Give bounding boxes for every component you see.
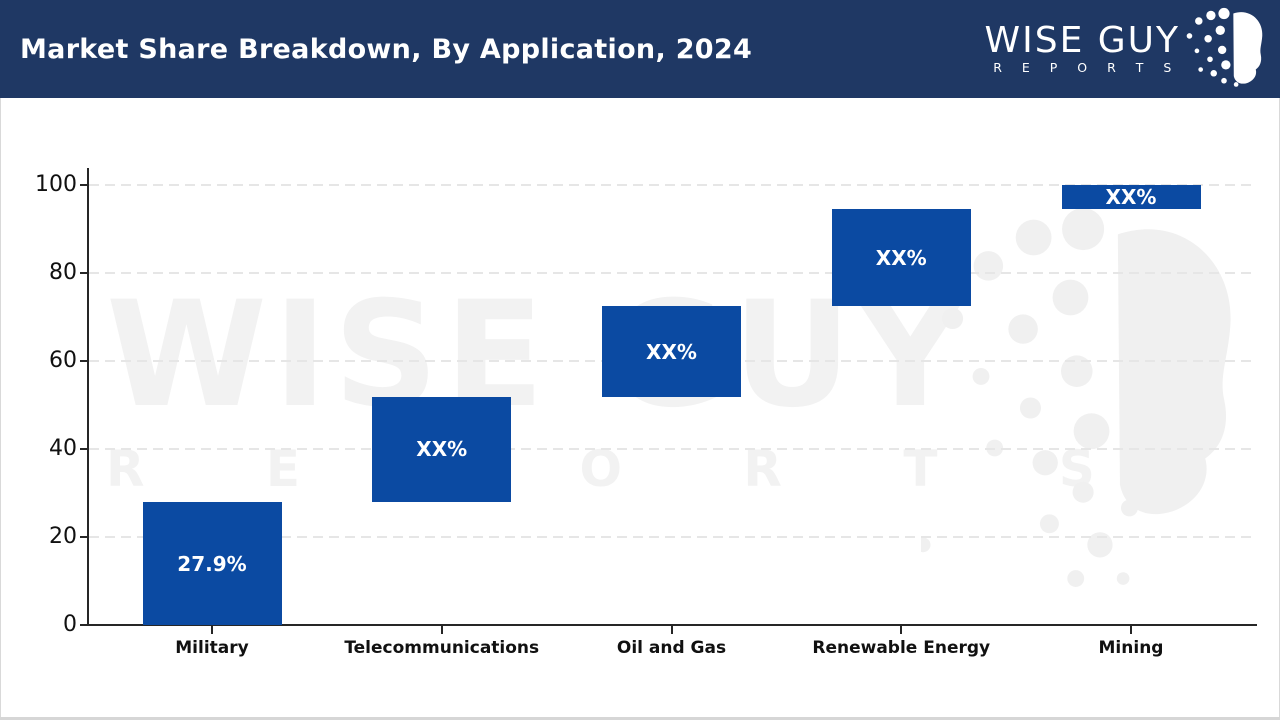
bar-telecommunications: XX% [372, 396, 512, 503]
bar-value-label: XX% [416, 437, 468, 462]
header-banner: Market Share Breakdown, By Application, … [0, 0, 1280, 98]
x-tick [440, 626, 443, 634]
wiseguy-logo: WISE GUY R E P O R T S [985, 5, 1267, 93]
bar-value-label: XX% [875, 245, 927, 270]
y-tick [80, 360, 89, 362]
y-tick [80, 272, 89, 274]
chart-area: WISE GUY R E P O R T S 0 20 40 60 80 100 27.9%… [0, 98, 1280, 717]
x-tick [670, 626, 673, 634]
y-axis-spine [87, 168, 89, 626]
bar-renewable-energy: XX% [831, 208, 971, 307]
y-tick-label: 80 [49, 260, 77, 285]
y-tick [80, 448, 89, 450]
wiseguy-face-logo-icon [1186, 7, 1263, 87]
y-tick-label: 60 [49, 348, 77, 373]
y-tick [80, 536, 89, 538]
x-category-label: Oil and Gas [616, 638, 727, 658]
y-tick-label: 100 [35, 172, 77, 197]
bar-military: 27.9% [142, 502, 282, 625]
bar-oil-and-gas: XX% [602, 306, 741, 397]
x-category-label: Mining [1098, 638, 1164, 658]
gridline [89, 536, 1257, 538]
gridline [89, 184, 1257, 186]
y-tick-label: 0 [63, 612, 77, 637]
y-tick [80, 624, 89, 626]
bar-value-label: XX% [1105, 184, 1157, 209]
x-category-label: Telecommunications [344, 638, 540, 658]
x-axis-spine [87, 624, 1257, 626]
page-title: Market Share Breakdown, By Application, … [20, 33, 753, 65]
plot: 0 20 40 60 80 100 27.9% Military XX% Telecommunic… [1, 98, 1279, 717]
wiseguy-logo-line2: R E P O R T S [993, 60, 1180, 76]
bar-value-label: 27.9% [177, 551, 247, 576]
y-tick-label: 40 [49, 436, 77, 461]
x-tick [211, 626, 213, 634]
bar-value-label: XX% [646, 339, 697, 364]
x-tick [900, 626, 903, 634]
bottom-border [0, 717, 1280, 720]
x-category-label: Military [175, 638, 249, 658]
wiseguy-logo-line1: WISE GUY [984, 20, 1180, 62]
x-category-label: Renewable Energy [812, 638, 991, 658]
gridline [89, 272, 1257, 274]
wiseguy-logo-text: WISE GUY R E P O R T S [985, 23, 1181, 75]
y-tick [80, 184, 89, 186]
gridline [89, 448, 1257, 450]
x-tick [1130, 626, 1132, 634]
y-tick-label: 20 [49, 524, 77, 549]
bar-mining: XX% [1061, 184, 1201, 209]
